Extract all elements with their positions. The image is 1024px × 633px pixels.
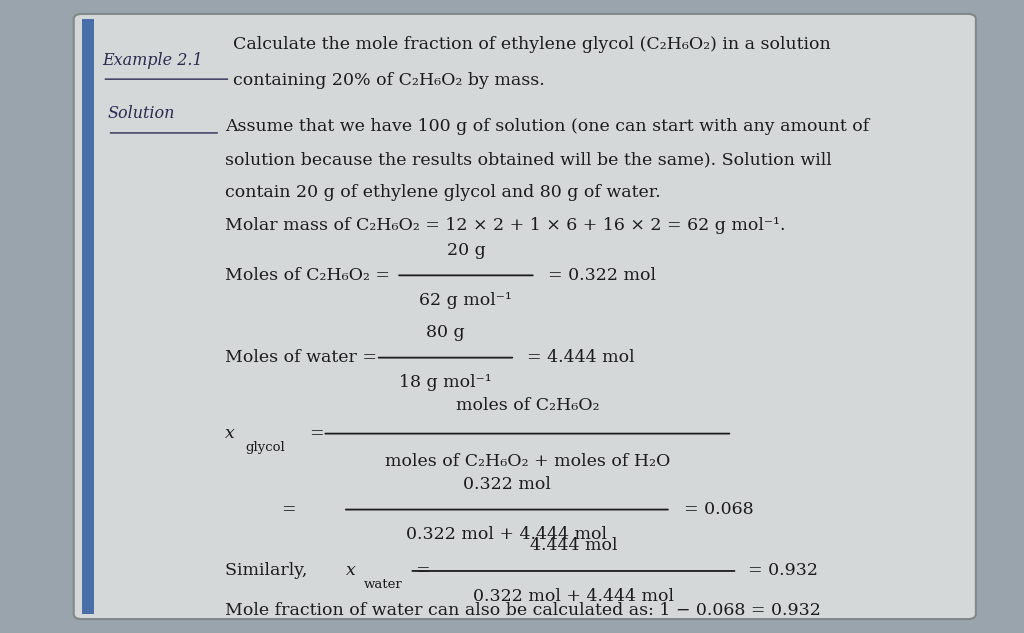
Text: = 0.068: = 0.068 [684,501,754,518]
Text: water: water [364,579,402,591]
Text: Assume that we have 100 g of solution (one can start with any amount of: Assume that we have 100 g of solution (o… [225,118,869,135]
Text: = 4.444 mol: = 4.444 mol [527,349,635,366]
Text: Example 2.1: Example 2.1 [102,52,203,68]
Text: Molar mass of C₂H₆O₂ = 12 × 2 + 1 × 6 + 16 × 2 = 62 g mol⁻¹.: Molar mass of C₂H₆O₂ = 12 × 2 + 1 × 6 + … [225,217,785,234]
Text: 0.322 mol: 0.322 mol [463,476,551,492]
Text: 20 g: 20 g [446,242,485,258]
Text: Moles of C₂H₆O₂ =: Moles of C₂H₆O₂ = [225,267,390,284]
Text: Similarly,: Similarly, [225,563,318,579]
Text: moles of C₂H₆O₂: moles of C₂H₆O₂ [456,398,599,414]
Text: x: x [346,563,356,579]
Text: Calculate the mole fraction of ethylene glycol (C₂H₆O₂) in a solution: Calculate the mole fraction of ethylene … [233,36,831,53]
Text: Mole fraction of water can also be calculated as: 1 − 0.068 = 0.932: Mole fraction of water can also be calcu… [225,603,821,619]
Text: =: = [415,563,429,579]
Text: 80 g: 80 g [426,324,465,341]
Text: 0.322 mol + 4.444 mol: 0.322 mol + 4.444 mol [473,588,674,605]
Text: =: = [282,501,296,518]
Text: glycol: glycol [246,441,286,454]
Text: 4.444 mol: 4.444 mol [529,537,617,554]
Text: 0.322 mol + 4.444 mol: 0.322 mol + 4.444 mol [407,527,607,543]
Text: Moles of water =: Moles of water = [225,349,377,366]
FancyBboxPatch shape [74,14,976,619]
Text: =: = [309,425,324,442]
Bar [82,19,94,614]
Text: 18 g mol⁻¹: 18 g mol⁻¹ [399,375,492,391]
Text: solution because the results obtained will be the same). Solution will: solution because the results obtained wi… [225,151,833,168]
Text: = 0.932: = 0.932 [748,563,817,579]
Text: containing 20% of C₂H₆O₂ by mass.: containing 20% of C₂H₆O₂ by mass. [233,72,545,89]
Text: contain 20 g of ethylene glycol and 80 g of water.: contain 20 g of ethylene glycol and 80 g… [225,184,662,201]
Text: moles of C₂H₆O₂ + moles of H₂O: moles of C₂H₆O₂ + moles of H₂O [385,453,670,470]
Text: = 0.322 mol: = 0.322 mol [548,267,655,284]
Text: Solution: Solution [108,106,175,122]
Text: x: x [225,425,236,442]
Text: 62 g mol⁻¹: 62 g mol⁻¹ [420,292,512,309]
